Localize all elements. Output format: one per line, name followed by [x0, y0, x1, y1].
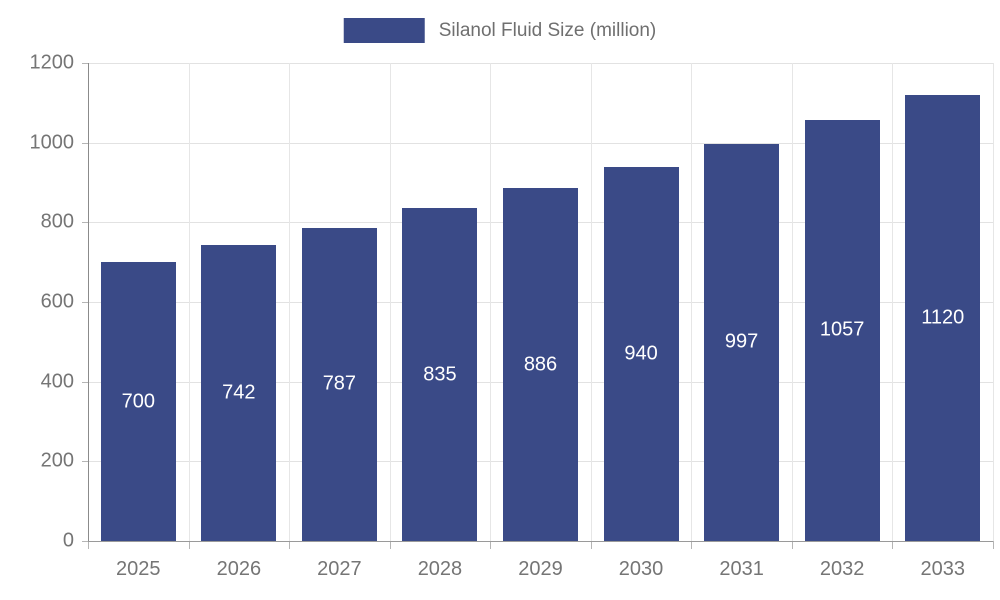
x-axis-tick [188, 541, 190, 549]
bar-2032[interactable] [804, 119, 880, 541]
bar-value-label: 787 [322, 372, 357, 395]
bar-2025[interactable] [100, 262, 176, 541]
x-axis-tick-label: 2027 [317, 558, 362, 580]
x-gridline [389, 63, 391, 541]
y-axis-tick-label: 600 [40, 290, 74, 313]
y-gridline [88, 142, 993, 144]
x-axis-tick [289, 541, 291, 549]
x-axis-tick [490, 541, 492, 549]
x-gridline [892, 63, 894, 541]
bar-value-label: 835 [423, 363, 457, 386]
y-axis-tick [82, 142, 88, 144]
legend-item[interactable]: Silanol Fluid Size (million) [343, 18, 657, 43]
bar-2031[interactable] [704, 143, 780, 541]
y-axis-tick [82, 461, 88, 463]
x-axis-line [88, 541, 993, 542]
x-axis-tick [88, 541, 89, 549]
x-gridline [691, 63, 693, 541]
x-gridline [993, 63, 994, 541]
y-axis-tick-label: 400 [40, 370, 74, 393]
x-gridline [490, 63, 492, 541]
bar-value-label: 940 [624, 342, 658, 365]
y-gridline [88, 63, 993, 64]
y-axis-tick-label: 800 [40, 210, 74, 233]
bar-value-label: 997 [724, 330, 759, 353]
x-axis-tick [691, 541, 693, 549]
y-axis-tick [82, 541, 88, 542]
x-axis-tick [993, 541, 994, 549]
bar-2026[interactable] [201, 245, 277, 541]
y-axis-tick-label: 200 [40, 449, 74, 472]
y-axis-tick-label: 0 [62, 529, 74, 552]
x-axis-tick-label: 2031 [719, 558, 764, 580]
y-axis-tick [82, 302, 88, 303]
bar-value-label: 1120 [921, 306, 965, 329]
bar-2029[interactable] [503, 188, 578, 541]
x-axis-tick-label: 2028 [417, 558, 463, 580]
legend-label: Silanol Fluid Size (million) [438, 19, 657, 41]
x-gridline [289, 63, 291, 541]
x-axis-tick-label: 2030 [618, 558, 664, 580]
bar-2028[interactable] [402, 208, 478, 541]
x-gridline [590, 63, 592, 541]
legend-swatch [343, 18, 425, 43]
x-axis-tick [590, 541, 592, 549]
x-axis-tick [892, 541, 894, 549]
x-axis-tick [791, 541, 793, 549]
y-axis-tick [82, 381, 88, 383]
bar-value-label: 1057 [819, 318, 865, 341]
y-axis-tick [82, 222, 88, 224]
x-axis-tick [389, 541, 391, 549]
bar-value-label: 700 [121, 390, 155, 413]
bar-2030[interactable] [603, 166, 679, 541]
x-gridline [188, 63, 190, 541]
x-axis-tick-label: 2026 [216, 558, 262, 580]
x-axis-tick-label: 2033 [920, 558, 965, 580]
y-axis-tick-label: 1200 [29, 51, 75, 74]
x-axis-tick-label: 2032 [819, 558, 865, 580]
bar-value-label: 886 [523, 353, 558, 376]
x-axis-tick-label: 2029 [518, 558, 563, 580]
bar-2027[interactable] [301, 227, 377, 541]
y-axis-tick [82, 63, 88, 64]
x-gridline [791, 63, 793, 541]
bar-2033[interactable] [905, 94, 981, 541]
y-axis-tick-label: 1000 [29, 131, 75, 154]
bar-value-label: 742 [222, 381, 256, 404]
x-axis-tick-label: 2025 [116, 558, 161, 580]
y-axis-line [88, 63, 89, 541]
